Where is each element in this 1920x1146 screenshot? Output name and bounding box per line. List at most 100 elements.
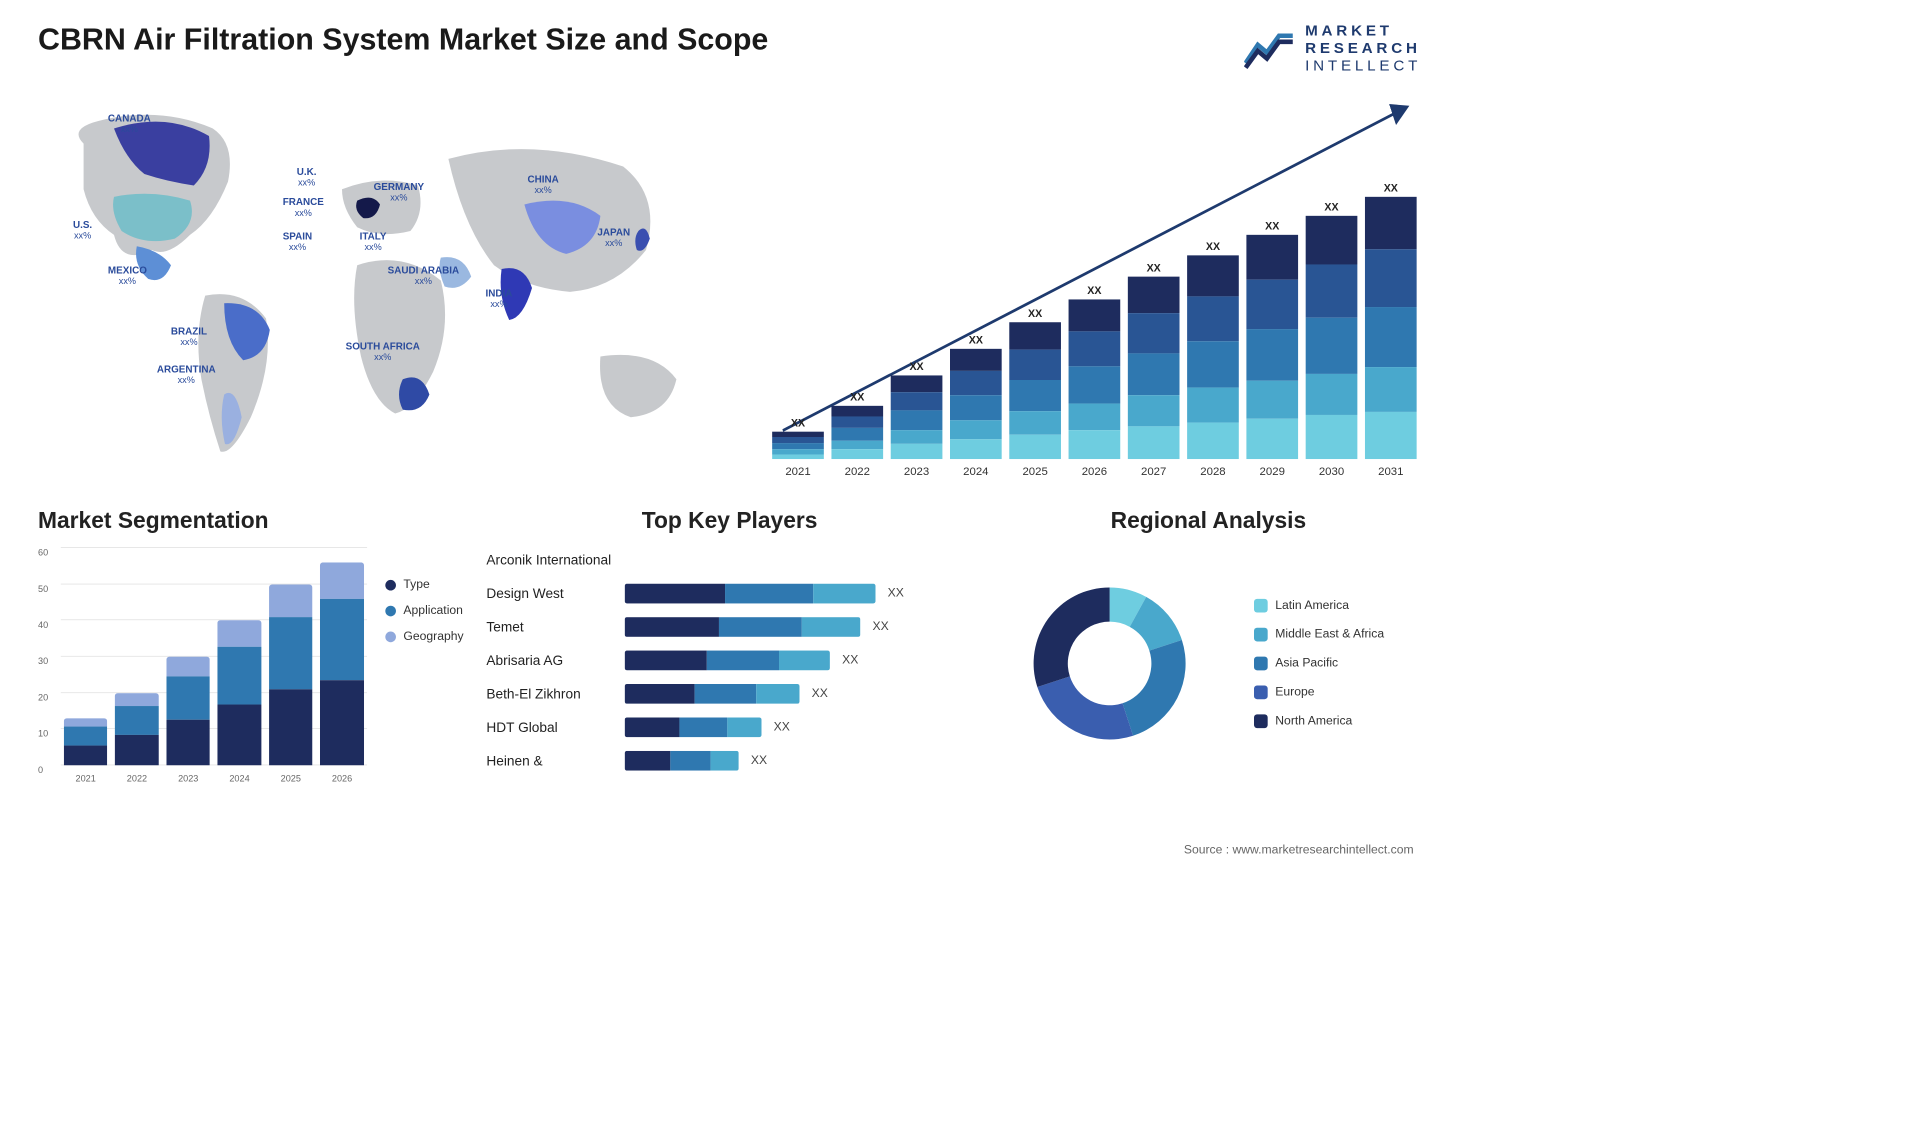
player-row: Heinen & XX — [486, 746, 972, 776]
source-text: Source : www.marketresearchintellect.com — [1184, 844, 1414, 858]
player-name: Beth-El Zikhron — [486, 686, 615, 702]
players-list: Arconik International Design West XX Temet X… — [486, 545, 972, 776]
y-tick: 30 — [38, 656, 48, 667]
world-map: CANADAxx%U.S.xx%MEXICOxx%BRAZILxx%ARGENT… — [38, 98, 737, 478]
segmentation-title: Market Segmentation — [38, 508, 464, 534]
seg-bar — [218, 620, 262, 765]
player-bar — [625, 684, 800, 704]
legend-item: Asia Pacific — [1254, 657, 1384, 671]
forecast-bar: XX2029 — [1246, 220, 1298, 478]
player-name: Temet — [486, 619, 615, 635]
segmentation-panel: Market Segmentation 01020304050602021202… — [38, 508, 464, 783]
forecast-year-label: 2022 — [845, 465, 870, 478]
forecast-bar: XX 2026 — [1069, 284, 1121, 478]
forecast-value-label: XX — [1028, 307, 1042, 319]
map-label: JAPANxx% — [597, 227, 630, 249]
forecast-bar: XX 2025 — [1009, 307, 1061, 478]
forecast-bar: XX2023 — [891, 360, 943, 478]
player-value: XX — [842, 654, 858, 668]
forecast-year-label: 2028 — [1200, 465, 1225, 478]
map-label: ITALYxx% — [360, 231, 387, 253]
player-bar — [625, 651, 830, 671]
player-name: Arconik International — [486, 552, 615, 568]
seg-year: 2022 — [115, 773, 159, 784]
logo-icon — [1244, 29, 1294, 69]
legend-item: Europe — [1254, 686, 1384, 700]
forecast-bar: XX 2030 — [1306, 201, 1358, 478]
map-label: GERMANYxx% — [374, 182, 425, 204]
forecast-value-label: XX — [1206, 240, 1220, 252]
seg-bar — [115, 693, 159, 765]
page-title: CBRN Air Filtration System Market Size a… — [38, 23, 768, 57]
forecast-value-label: XX — [1265, 220, 1279, 232]
header: CBRN Air Filtration System Market Size a… — [38, 23, 1421, 75]
player-bar — [625, 617, 861, 637]
region-panel: Regional Analysis Latin America Middle Ea… — [980, 508, 1421, 783]
forecast-chart: XX2021XX2022XX2023XX2024XX2025XX2026XX20… — [768, 98, 1422, 478]
world-map-svg — [38, 98, 737, 478]
forecast-bar: XX2027 — [1128, 261, 1180, 478]
forecast-value-label: XX — [1324, 201, 1338, 213]
player-bar — [625, 751, 739, 771]
map-label: CANADAxx% — [108, 113, 151, 135]
player-row: Abrisaria AG XX — [486, 645, 972, 675]
player-value: XX — [751, 754, 767, 768]
forecast-value-label: XX — [791, 416, 805, 428]
y-tick: 10 — [38, 728, 48, 739]
forecast-value-label: XX — [1087, 284, 1101, 296]
player-value: XX — [774, 720, 790, 734]
player-row: Beth-El Zikhron XX — [486, 679, 972, 709]
seg-year: 2026 — [320, 773, 364, 784]
players-title: Top Key Players — [486, 508, 972, 534]
map-label: SPAINxx% — [283, 231, 312, 253]
player-bar — [625, 717, 762, 737]
legend-item: Latin America — [1254, 599, 1384, 613]
legend-item: Middle East & Africa — [1254, 628, 1384, 642]
legend-item: North America — [1254, 714, 1384, 728]
forecast-value-label: XX — [850, 391, 864, 403]
player-value: XX — [812, 687, 828, 701]
map-label: FRANCExx% — [283, 197, 324, 219]
map-label: SAUDI ARABIAxx% — [388, 265, 460, 287]
map-label: U.S.xx% — [73, 220, 92, 242]
map-label: SOUTH AFRICAxx% — [346, 341, 420, 363]
forecast-year-label: 2023 — [904, 465, 929, 478]
legend-item: Application — [385, 604, 463, 618]
seg-year: 2024 — [218, 773, 262, 784]
player-value: XX — [872, 620, 888, 634]
forecast-value-label: XX — [969, 334, 983, 346]
forecast-year-label: 2026 — [1082, 465, 1107, 478]
top-row: CANADAxx%U.S.xx%MEXICOxx%BRAZILxx%ARGENT… — [38, 98, 1421, 478]
forecast-year-label: 2024 — [963, 465, 988, 478]
forecast-value-label: XX — [1147, 261, 1161, 273]
brand-logo: MARKET RESEARCH INTELLECT — [1244, 23, 1421, 75]
player-name: HDT Global — [486, 719, 615, 735]
player-row: Design West XX — [486, 578, 972, 608]
forecast-value-label: XX — [1384, 182, 1398, 194]
forecast-bar: XX 2022 — [831, 391, 883, 478]
region-donut — [996, 549, 1224, 777]
bottom-row: Market Segmentation 01020304050602021202… — [38, 508, 1421, 783]
y-tick: 50 — [38, 583, 48, 594]
forecast-year-label: 2030 — [1319, 465, 1344, 478]
legend-item: Type — [385, 578, 463, 592]
forecast-bar: XX 2031 — [1365, 182, 1417, 478]
player-value: XX — [888, 587, 904, 601]
seg-year: 2023 — [166, 773, 210, 784]
forecast-year-label: 2021 — [785, 465, 810, 478]
map-label: BRAZILxx% — [171, 326, 207, 348]
player-row: HDT Global XX — [486, 712, 972, 742]
forecast-year-label: 2025 — [1022, 465, 1047, 478]
player-name: Heinen & — [486, 753, 615, 769]
y-tick: 20 — [38, 692, 48, 703]
player-name: Abrisaria AG — [486, 652, 615, 668]
segmentation-chart: 0102030405060202120222023202420252026 — [38, 548, 367, 784]
map-label: INDIAxx% — [485, 288, 512, 310]
player-name: Design West — [486, 586, 615, 602]
region-legend: Latin America Middle East & Africa Asia Pa… — [1254, 599, 1384, 728]
map-label: CHINAxx% — [527, 174, 558, 196]
player-row: Temet XX — [486, 612, 972, 642]
region-title: Regional Analysis — [996, 508, 1422, 534]
forecast-year-label: 2031 — [1378, 465, 1403, 478]
seg-bar — [320, 562, 364, 765]
